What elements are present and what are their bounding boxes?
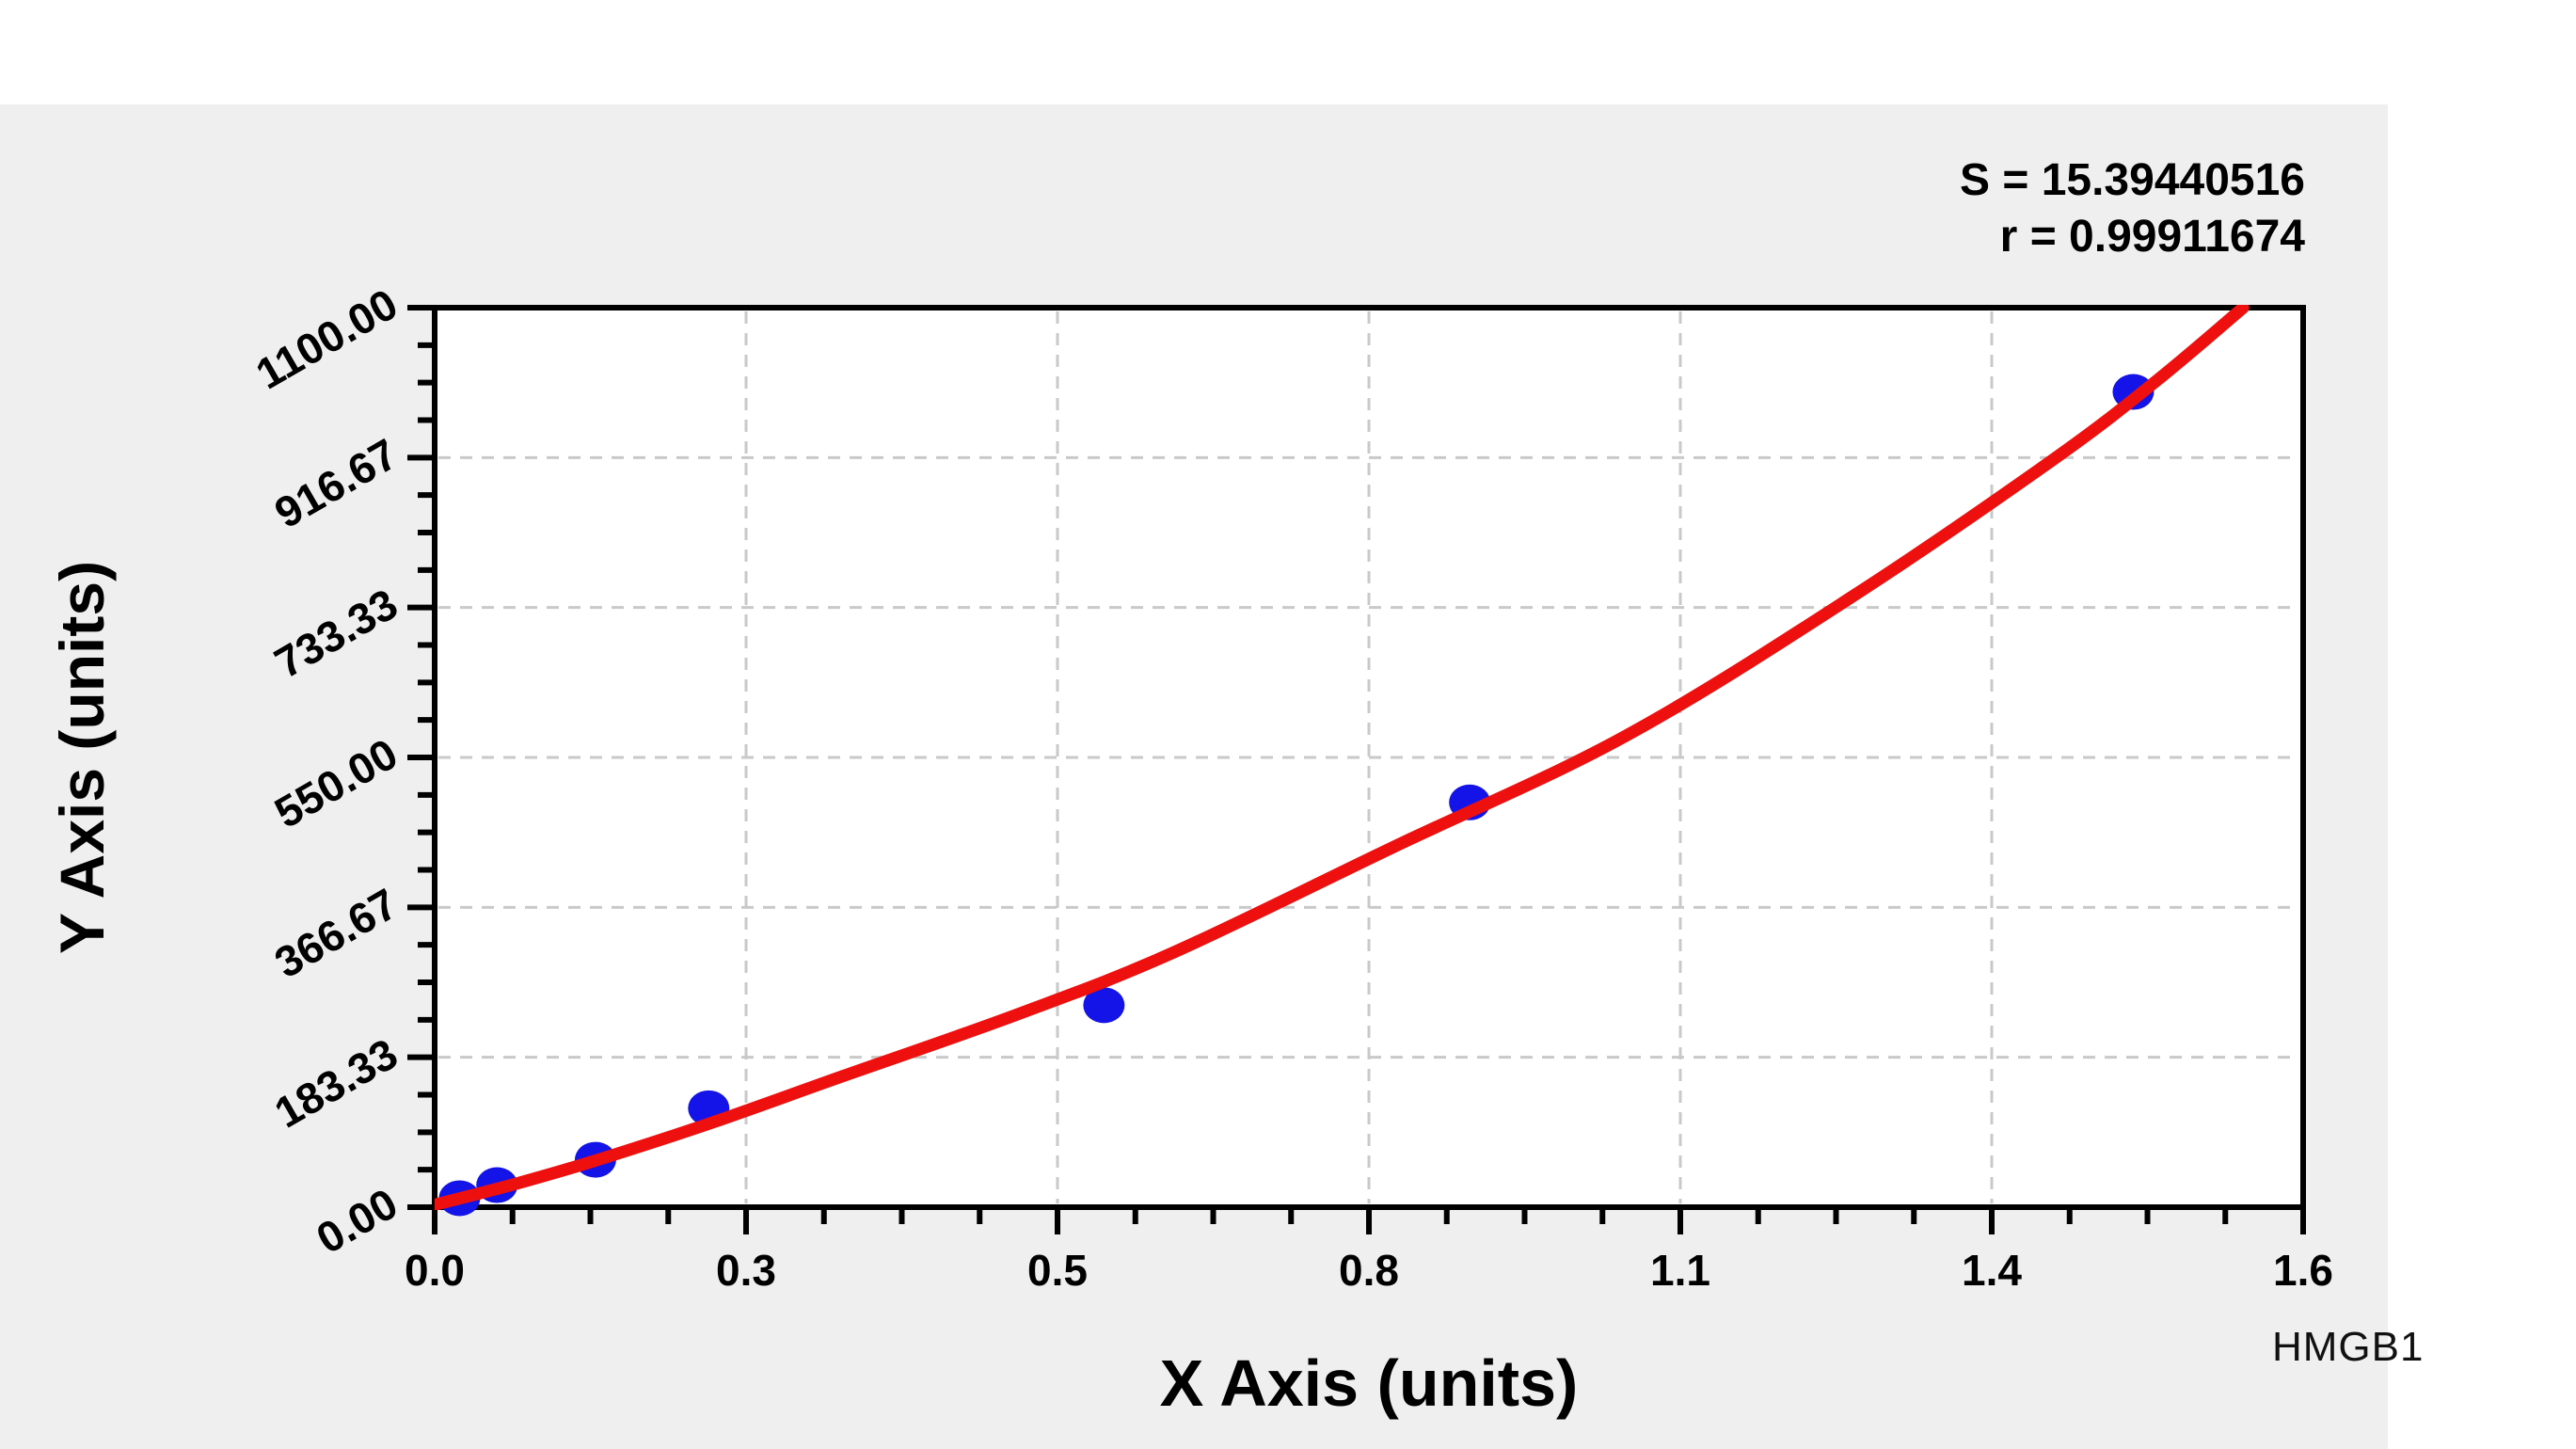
- x-tick-label: 0.3: [716, 1246, 776, 1295]
- x-tick-label: 1.6: [2273, 1246, 2333, 1295]
- x-tick-label: 0.8: [1339, 1246, 1399, 1295]
- x-tick-labels: 0.0 0.3 0.5 0.8 1.1 1.4 1.6: [405, 1246, 2333, 1295]
- y-axis-title: Y Axis (units): [47, 561, 117, 954]
- analyte-corner-label: HMGB1: [2272, 1324, 2424, 1370]
- axis-ticks: [407, 305, 2306, 1234]
- x-tick-label: 0.5: [1027, 1246, 1088, 1295]
- stat-r-value: r = 0.99911674: [2000, 212, 2306, 262]
- x-tick-label: 1.4: [1962, 1246, 2022, 1295]
- data-point: [1083, 987, 1125, 1024]
- stat-s-value: S = 15.39440516: [1960, 155, 2305, 205]
- gridlines: [438, 311, 2299, 1203]
- x-axis-title: X Axis (units): [1160, 1346, 1579, 1420]
- x-tick-label: 0.0: [405, 1246, 465, 1295]
- fit-curve-layer: [435, 305, 2250, 1210]
- x-tick-label: 1.1: [1650, 1246, 1710, 1295]
- plot-border: [432, 305, 2306, 1210]
- fit-curve: [435, 305, 2250, 1210]
